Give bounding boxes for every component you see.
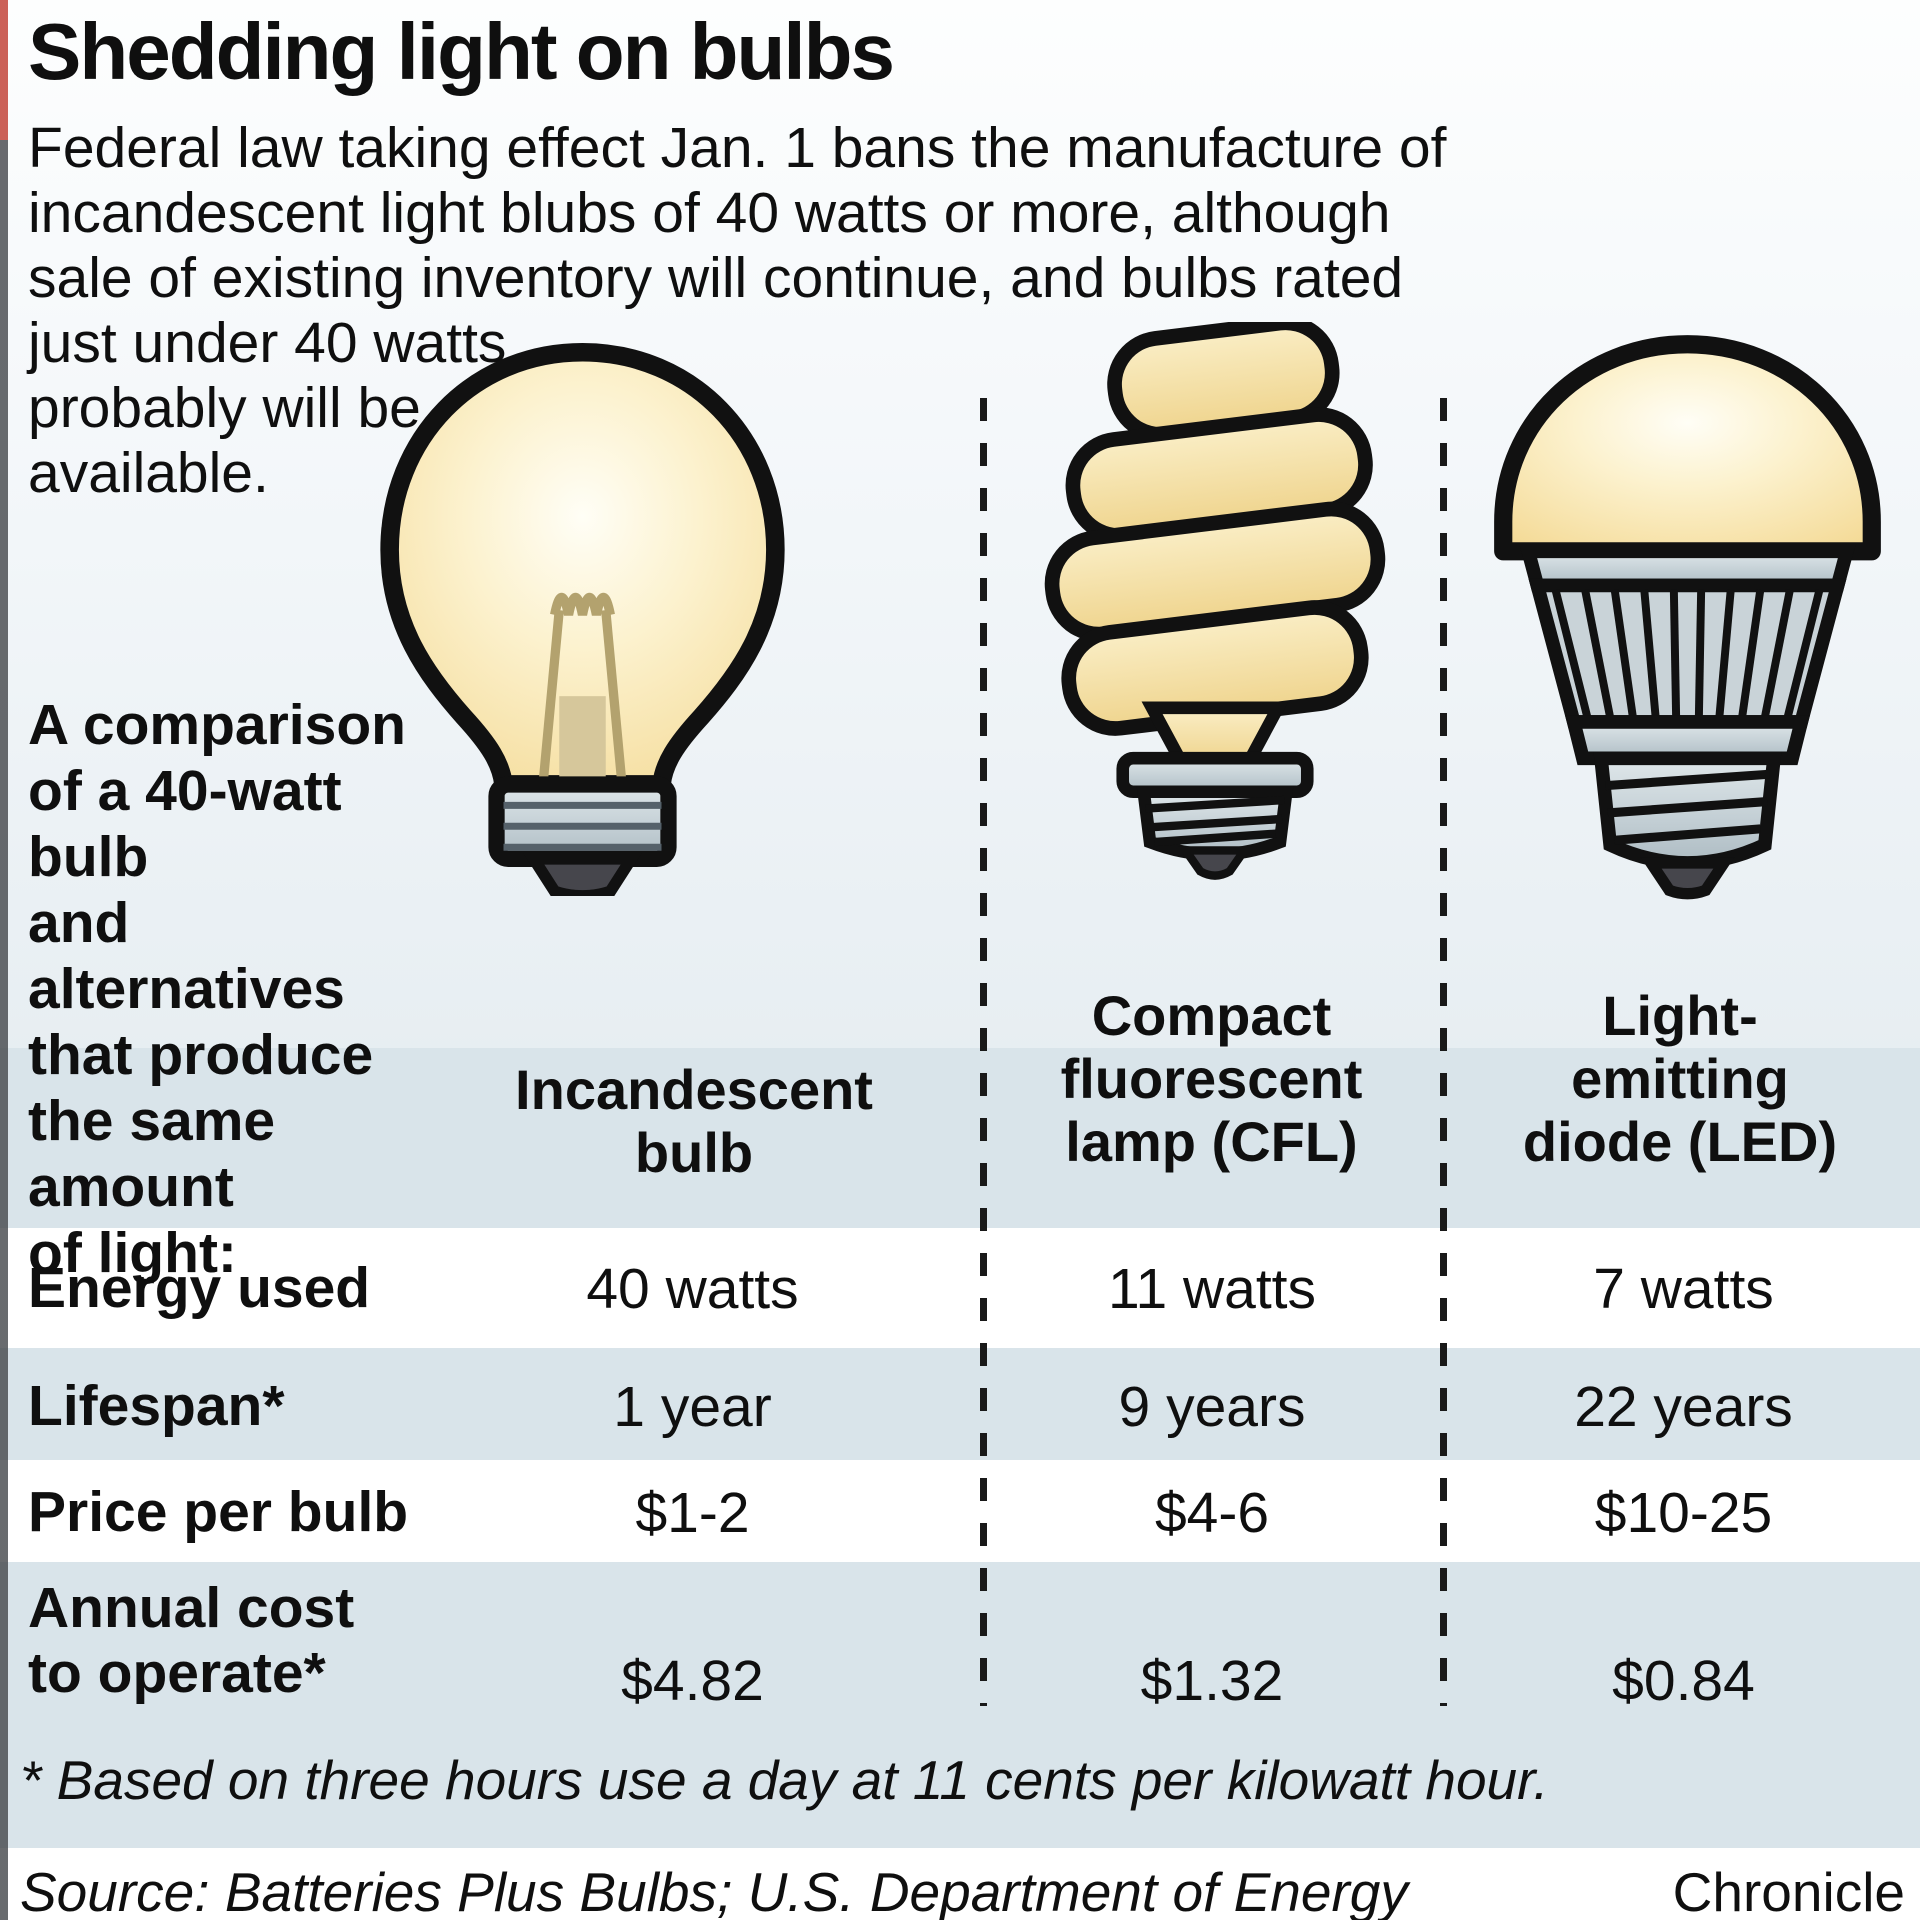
row-band-source xyxy=(0,1848,1920,1920)
cell-annual-led: $0.84 xyxy=(1612,1649,1755,1713)
column-divider-1 xyxy=(980,398,987,1706)
row-label-annual-cost: Annual cost to operate* xyxy=(28,1576,355,1705)
cell-lifespan-led: 22 years xyxy=(1574,1375,1793,1439)
row-label-lifespan: Lifespan* xyxy=(28,1374,285,1438)
cell-energy-incandescent: 40 watts xyxy=(586,1257,799,1321)
header-band xyxy=(0,1048,1920,1228)
row-band-annual xyxy=(0,1562,1920,1848)
cell-price-cfl: $4-6 xyxy=(1154,1481,1270,1545)
comparison-note: A comparison of a 40-watt bulb and alter… xyxy=(28,693,406,1285)
row-band-lifespan xyxy=(0,1348,1920,1460)
column-header-cfl: Compact fluorescent lamp (CFL) xyxy=(1060,984,1363,1173)
cell-energy-led: 7 watts xyxy=(1593,1257,1774,1321)
row-band-energy xyxy=(0,1228,1920,1348)
cell-price-incandescent: $1-2 xyxy=(635,1481,750,1545)
cell-annual-cfl: $1.32 xyxy=(1140,1649,1284,1713)
footnote-text: * Based on three hours use a day at 11 c… xyxy=(20,1749,1549,1811)
intro-text: Federal law taking effect Jan. 1 bans th… xyxy=(28,116,1447,505)
cell-annual-incandescent: $4.82 xyxy=(621,1649,764,1713)
page-title: Shedding light on bulbs xyxy=(28,7,895,96)
column-header-led: Light- emitting diode (LED) xyxy=(1522,984,1838,1173)
row-band-price xyxy=(0,1460,1920,1562)
page-edge-strip xyxy=(0,0,8,1920)
cfl-bulb-icon xyxy=(1044,322,1386,880)
column-divider-2 xyxy=(1440,398,1447,1706)
cell-lifespan-cfl: 9 years xyxy=(1118,1375,1306,1439)
cell-energy-cfl: 11 watts xyxy=(1107,1257,1317,1321)
cell-price-led: $10-25 xyxy=(1594,1481,1773,1545)
column-header-incandescent: Incandescent bulb xyxy=(515,1058,873,1184)
credit-text: Chronicle xyxy=(1672,1861,1905,1920)
row-label-energy: Energy used xyxy=(28,1256,371,1320)
led-bulb-icon xyxy=(1494,335,1881,900)
cell-lifespan-incandescent: 1 year xyxy=(613,1375,772,1439)
source-text: Source: Batteries Plus Bulbs; U.S. Depar… xyxy=(20,1861,1408,1920)
incandescent-bulb-icon xyxy=(380,342,785,896)
row-label-price: Price per bulb xyxy=(28,1480,409,1544)
